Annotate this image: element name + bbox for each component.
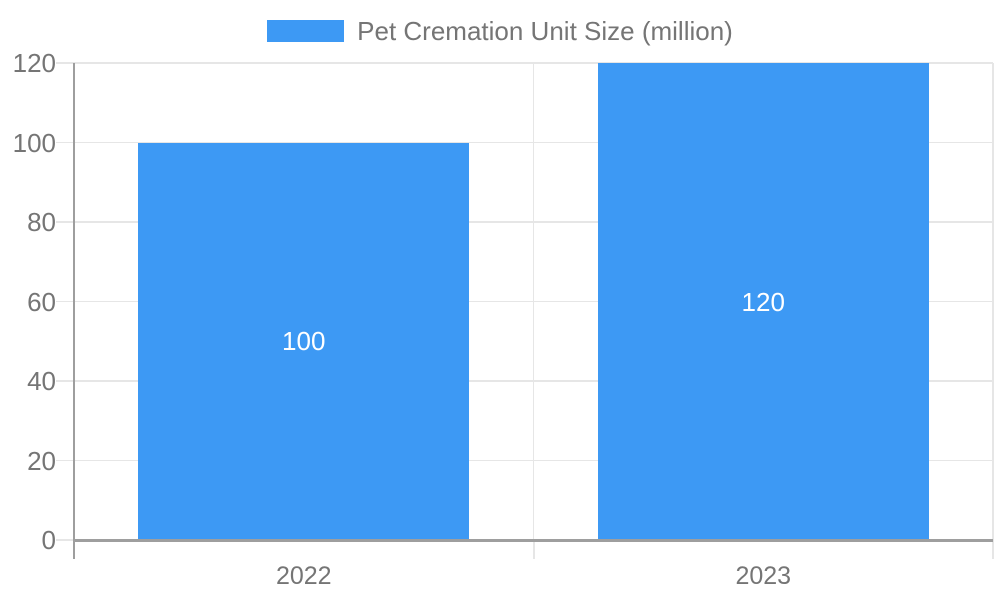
y-tick-label: 120 bbox=[12, 48, 56, 78]
y-tick-label: 40 bbox=[27, 366, 56, 396]
y-tick-label: 0 bbox=[41, 525, 56, 555]
y-axis-tick bbox=[56, 221, 74, 223]
x-axis-tick bbox=[532, 540, 535, 559]
y-axis-line bbox=[73, 63, 75, 540]
y-axis-tick bbox=[56, 459, 74, 462]
y-axis-tick bbox=[56, 62, 74, 64]
y-axis-tick bbox=[56, 141, 74, 144]
x-axis-tick bbox=[73, 540, 75, 559]
y-axis-tick bbox=[56, 539, 74, 541]
x-tick-label: 2023 bbox=[735, 562, 792, 590]
x-tick-label: 2022 bbox=[275, 562, 332, 590]
y-axis-tick bbox=[56, 380, 74, 382]
y-tick-label: 20 bbox=[27, 445, 56, 476]
x-axis-tick bbox=[992, 540, 994, 559]
x-axis-line bbox=[74, 539, 993, 542]
bar-value-label: 120 bbox=[741, 286, 785, 317]
bar-value-label: 100 bbox=[282, 326, 326, 357]
legend-label: Pet Cremation Unit Size (million) bbox=[357, 16, 733, 46]
legend[interactable]: Pet Cremation Unit Size (million) bbox=[0, 16, 1000, 46]
y-tick-label: 60 bbox=[27, 286, 56, 317]
y-tick-label: 80 bbox=[27, 207, 56, 237]
gridline-x bbox=[992, 63, 994, 540]
y-axis-tick bbox=[56, 300, 74, 303]
legend-swatch bbox=[267, 20, 345, 42]
y-tick-label: 100 bbox=[12, 127, 56, 158]
gridline-x bbox=[532, 63, 535, 540]
bar-2023[interactable] bbox=[597, 63, 929, 540]
bar-2022[interactable] bbox=[138, 142, 470, 540]
